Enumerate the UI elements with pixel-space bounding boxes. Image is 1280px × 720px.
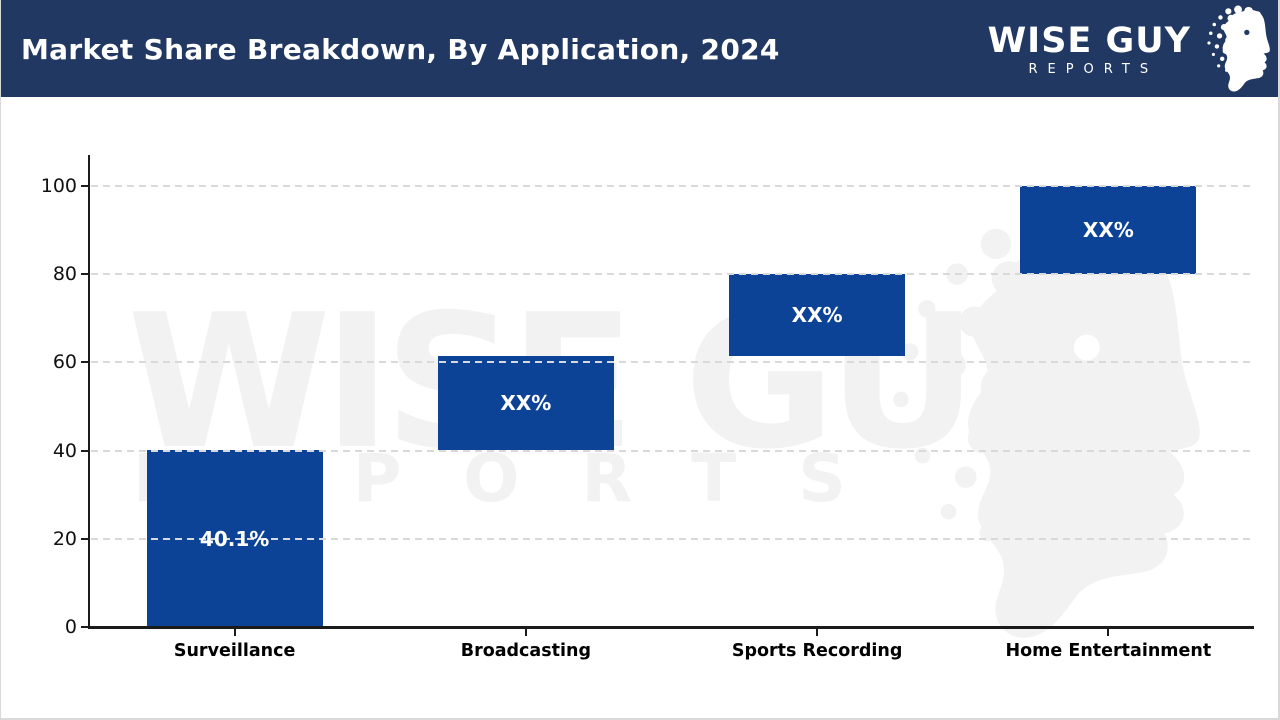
y-tick-label: 100 [40,175,77,197]
bar-value-label-sports-recording: XX% [791,302,843,327]
gridline-y-40 [91,449,1254,452]
y-tick-mark [81,537,89,540]
x-tick-mark [233,628,236,636]
brand-logo-text: WISE GUY REPORTS [987,20,1191,77]
bar-broadcasting [437,355,614,451]
y-tick-mark [81,273,89,276]
y-tick-label: 40 [52,439,77,462]
y-tick-label: 60 [52,351,77,374]
gridline-y-20 [91,537,1254,540]
chart-title: Market Share Breakdown, By Application, … [21,33,780,66]
x-category-label-surveillance: Surveillance [173,641,296,661]
x-tick-mark [1107,628,1110,636]
header-bar: Market Share Breakdown, By Application, … [1,0,1278,97]
y-tick-label: 0 [64,616,77,638]
x-axis-line [88,626,1254,629]
y-tick-mark [81,626,89,628]
y-tick-label: 80 [52,263,77,286]
gridline-y-100 [91,185,1254,187]
bar-value-label-surveillance: 40.1% [199,526,270,551]
x-tick-mark [816,628,819,636]
x-category-label-home-entertainment: Home Entertainment [1005,641,1212,661]
bar-value-label-home-entertainment: XX% [1082,218,1134,243]
gridline-y-80 [91,273,1254,276]
brand-name: WISE GUY [987,20,1191,61]
bar-home-entertainment [1020,186,1197,275]
plot-area: 0 20 40 60 80 100 40.1% Surveillance XX% Broadca… [1,97,1278,718]
bar-value-label-broadcasting: XX% [500,390,552,415]
x-tick-mark [524,628,527,636]
watermark-text-line1: WISE GUY [127,274,1104,490]
y-axis-line [88,155,90,627]
y-tick-mark [81,185,89,187]
y-tick-mark [81,361,89,364]
bar-sports-recording [729,274,906,356]
brand-dotted-head-icon [1207,5,1270,92]
y-tick-mark [81,449,89,452]
x-category-label-sports-recording: Sports Recording [731,641,903,661]
brand-logo: WISE GUY REPORTS [988,4,1275,96]
gridline-y-60 [91,361,1254,364]
brand-subtitle: REPORTS [1028,61,1159,77]
y-tick-label: 20 [52,527,77,550]
x-category-label-broadcasting: Broadcasting [460,641,592,661]
